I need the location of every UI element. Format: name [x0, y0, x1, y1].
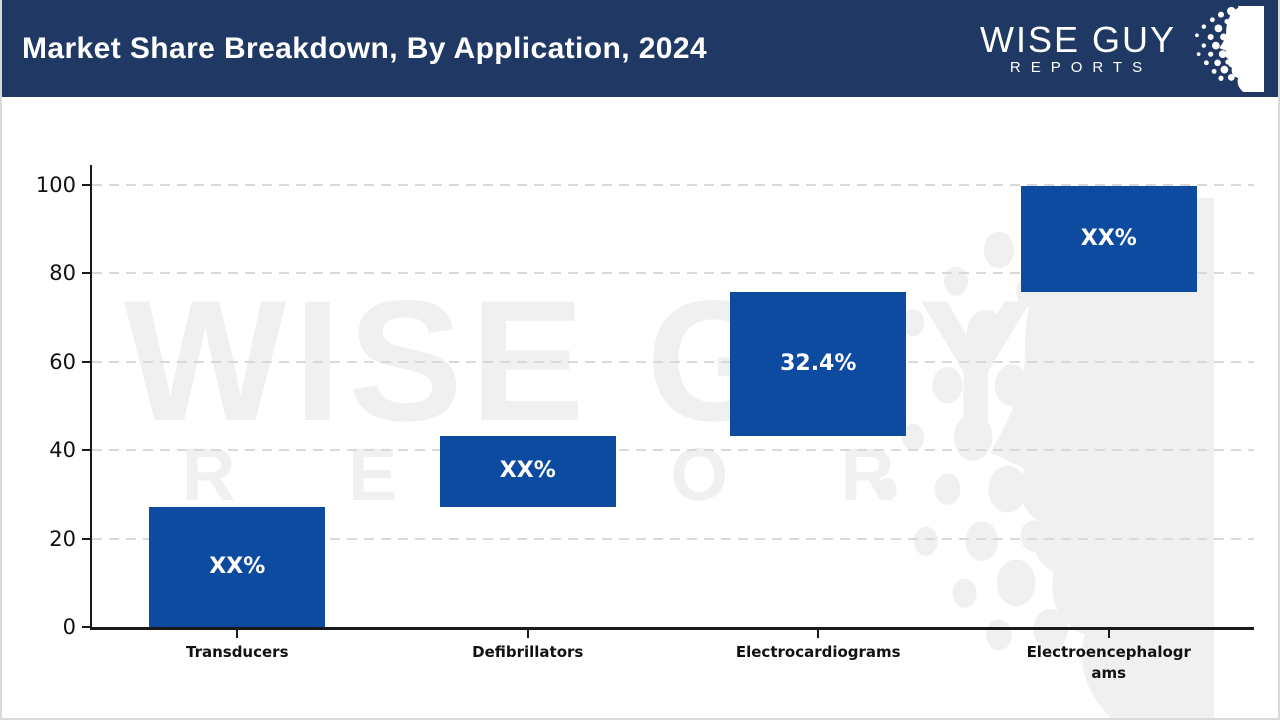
y-tick-label: 60: [49, 349, 76, 374]
y-tick-label: 80: [49, 261, 76, 286]
y-axis-line: [90, 165, 92, 630]
bar-value-label: XX%: [499, 458, 556, 484]
y-tick-label: 0: [62, 615, 76, 639]
bar: [439, 435, 616, 508]
x-category-label: Electrocardiograms: [708, 642, 928, 663]
y-tick-mark: [82, 360, 92, 363]
x-category-label-line: Electroencephalogr: [1026, 643, 1191, 661]
bar-value-label: 32.4%: [780, 351, 857, 376]
bar-value-label: XX%: [1080, 226, 1137, 252]
y-tick-mark: [82, 449, 92, 452]
gridline: [92, 184, 1254, 186]
logo-wordmark: WISE GUY: [979, 18, 1176, 60]
x-category-label: Defibrillators: [418, 642, 638, 663]
gridline: [92, 537, 1254, 540]
gridline: [92, 449, 1254, 452]
bar: [149, 507, 326, 627]
x-category-label-line: Electrocardiograms: [735, 643, 901, 661]
y-tick-mark: [82, 272, 92, 275]
brand-logo: WISE GUY REPORTS: [979, 5, 1264, 92]
y-tick-label: 20: [49, 526, 76, 551]
gridline: [92, 360, 1254, 363]
dotted-face-profile-icon: [1195, 5, 1264, 92]
x-tick-mark: [1107, 630, 1110, 638]
y-tick-mark: [82, 626, 92, 628]
x-tick-mark: [236, 630, 239, 638]
x-tick-mark: [817, 630, 820, 638]
page-title: Market Share Breakdown, By Application, …: [22, 31, 708, 65]
y-tick-mark: [82, 537, 92, 540]
x-category-label-line: Defibrillators: [472, 643, 584, 661]
x-tick-mark: [526, 630, 529, 638]
x-category-label-line: ams: [1091, 664, 1127, 682]
bar-value-label: XX%: [209, 554, 266, 580]
y-tick-mark: [82, 184, 92, 186]
gridline: [92, 272, 1254, 275]
x-axis-line: [90, 627, 1254, 630]
x-category-label-line: Transducers: [185, 643, 289, 661]
header: Market Share Breakdown, By Application, …: [2, 0, 1278, 97]
x-category-label: Electroencephalogr ams: [999, 642, 1219, 684]
y-tick-label: 40: [49, 438, 76, 463]
y-tick-label: 100: [35, 173, 76, 197]
x-category-label: Transducers: [127, 642, 347, 663]
logo-subtitle: REPORTS: [1009, 58, 1153, 76]
brand-logo-text: WISE GUY REPORTS: [979, 18, 1176, 77]
